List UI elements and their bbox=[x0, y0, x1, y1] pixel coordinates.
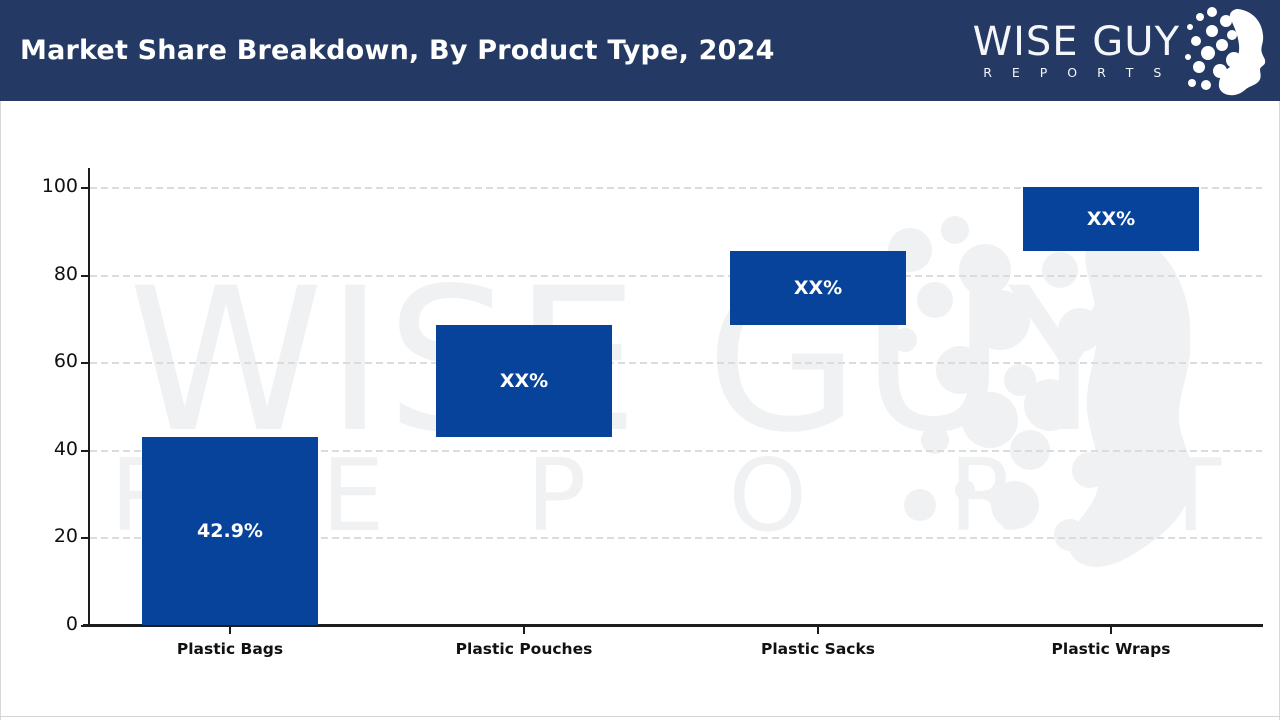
bottom-border-line bbox=[0, 716, 1280, 717]
x-tick-mark bbox=[523, 627, 525, 634]
y-tick-label: 100 bbox=[41, 175, 78, 197]
gridline-y-80 bbox=[90, 275, 1262, 277]
brand-logo-text: WISE GUY R E P O R T S bbox=[973, 22, 1180, 80]
y-axis-line bbox=[88, 168, 90, 627]
bar-value-label: XX% bbox=[499, 370, 549, 392]
bar-value-label: XX% bbox=[793, 277, 843, 299]
y-tick-mark bbox=[81, 537, 88, 539]
bar-value-label: 42.9% bbox=[197, 520, 263, 542]
x-category-label: Plastic Wraps bbox=[1051, 640, 1171, 658]
y-tick-mark bbox=[81, 362, 88, 364]
y-tick-label: 40 bbox=[53, 438, 78, 460]
x-tick-mark bbox=[1110, 627, 1112, 634]
logo-subtext: R E P O R T S bbox=[983, 64, 1170, 80]
y-tick-mark bbox=[81, 275, 88, 277]
y-tick-label: 80 bbox=[53, 263, 78, 285]
bar-plastic-pouches: XX% bbox=[436, 325, 612, 437]
bar-value-label: XX% bbox=[1086, 208, 1136, 230]
header-band: Market Share Breakdown, By Product Type,… bbox=[0, 0, 1280, 101]
gridline-y-100 bbox=[90, 187, 1262, 189]
logo-head-icon bbox=[1185, 6, 1266, 95]
x-category-label: Plastic Sacks bbox=[760, 640, 875, 658]
bar-plastic-bags: 42.9% bbox=[142, 437, 318, 625]
y-tick-label: 20 bbox=[53, 525, 78, 547]
y-tick-mark bbox=[81, 450, 88, 452]
bar-plastic-sacks: XX% bbox=[730, 251, 906, 325]
y-tick-label: 0 bbox=[65, 613, 78, 635]
y-tick-label: 60 bbox=[53, 350, 78, 372]
x-tick-mark bbox=[229, 627, 231, 634]
x-axis-line bbox=[83, 624, 1263, 627]
chart-title: Market Share Breakdown, By Product Type,… bbox=[20, 35, 775, 66]
brand-logo: WISE GUY R E P O R T S bbox=[973, 5, 1266, 97]
logo-wordmark: WISE GUY bbox=[972, 18, 1180, 65]
gridline-y-60 bbox=[90, 362, 1262, 364]
x-tick-mark bbox=[817, 627, 819, 634]
gridline-y-40 bbox=[90, 450, 1262, 452]
x-category-label: Plastic Pouches bbox=[455, 640, 593, 658]
gridline-y-20 bbox=[90, 537, 1262, 539]
x-category-label: Plastic Bags bbox=[176, 640, 284, 658]
y-tick-mark bbox=[81, 625, 88, 627]
bar-plastic-wraps: XX% bbox=[1023, 187, 1199, 251]
y-tick-mark bbox=[81, 187, 88, 189]
